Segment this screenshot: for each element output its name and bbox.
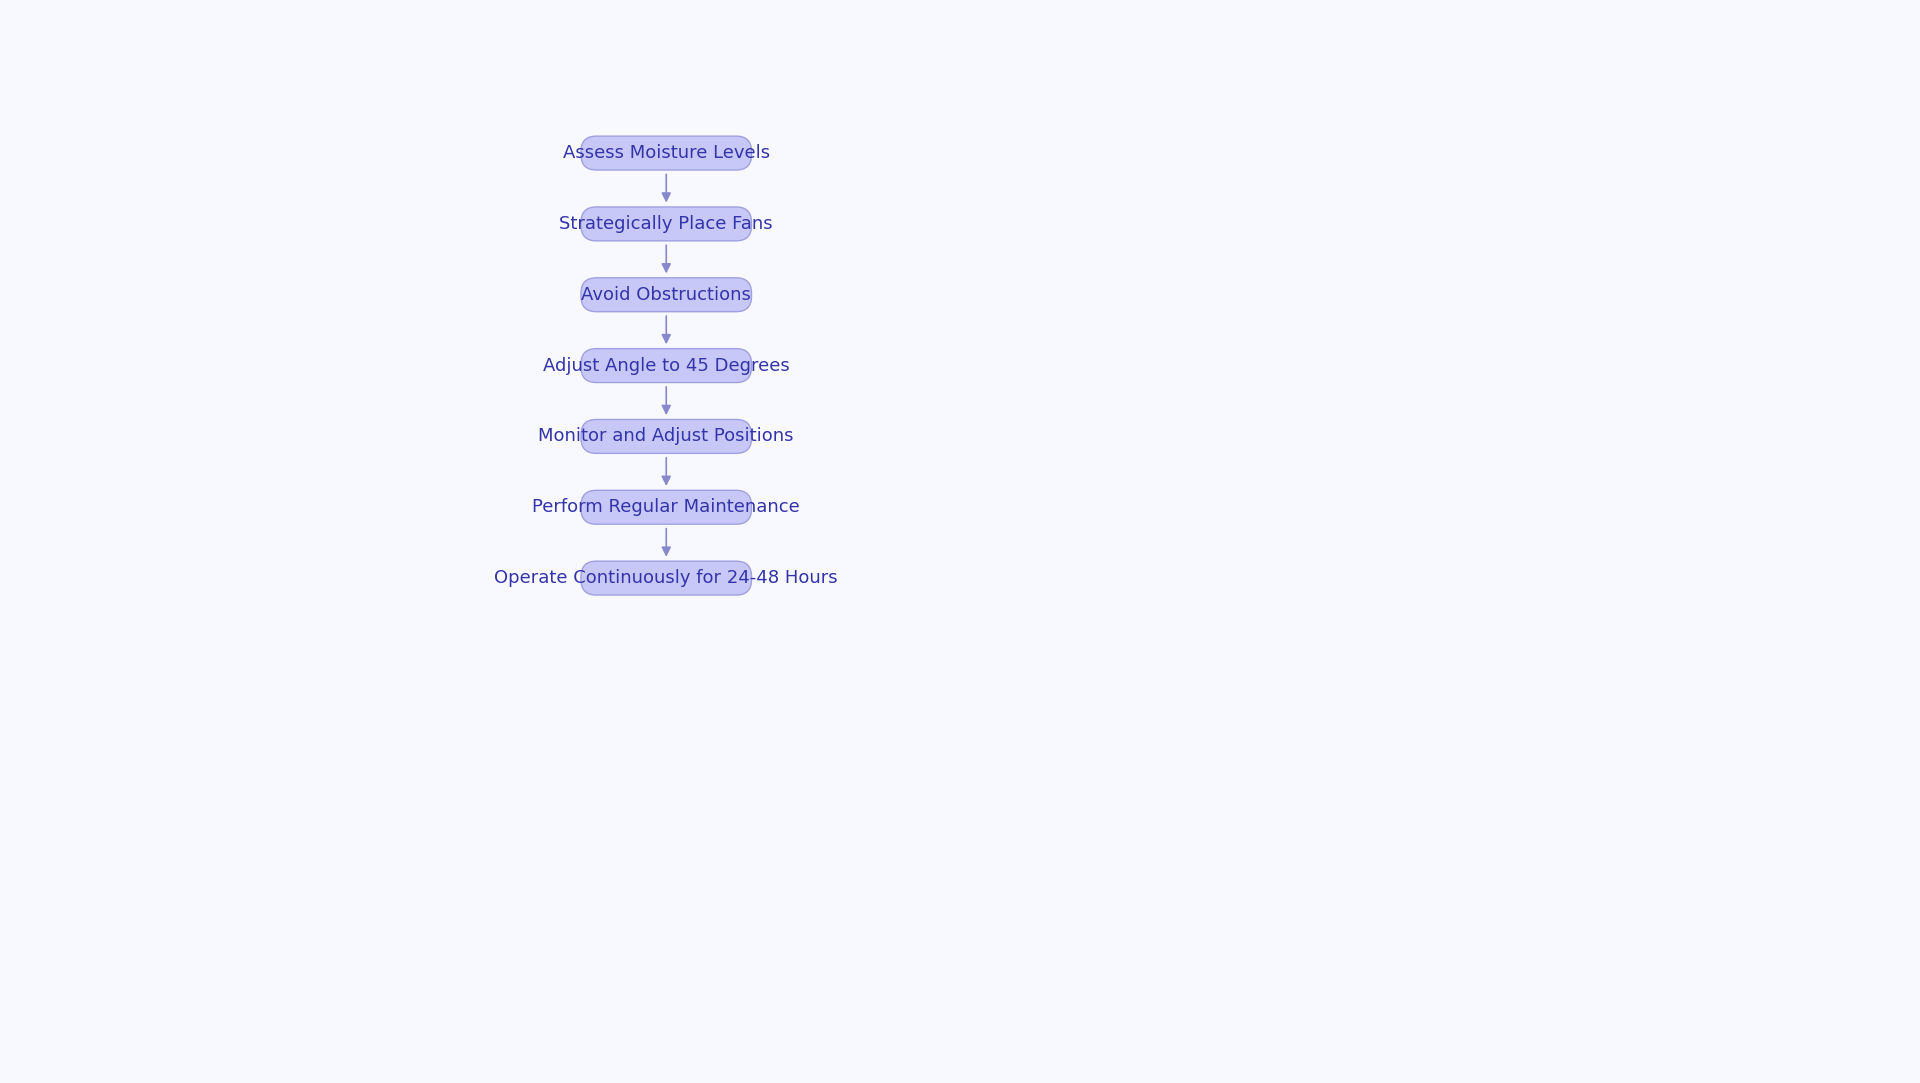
Text: Perform Regular Maintenance: Perform Regular Maintenance — [532, 498, 801, 517]
FancyBboxPatch shape — [582, 561, 751, 595]
Text: Monitor and Adjust Positions: Monitor and Adjust Positions — [538, 428, 795, 445]
Text: Strategically Place Fans: Strategically Place Fans — [559, 214, 774, 233]
FancyBboxPatch shape — [582, 136, 751, 170]
Text: Adjust Angle to 45 Degrees: Adjust Angle to 45 Degrees — [543, 356, 789, 375]
FancyBboxPatch shape — [582, 491, 751, 524]
Text: Assess Moisture Levels: Assess Moisture Levels — [563, 144, 770, 162]
FancyBboxPatch shape — [582, 278, 751, 312]
FancyBboxPatch shape — [582, 207, 751, 240]
FancyBboxPatch shape — [582, 419, 751, 454]
Text: Avoid Obstructions: Avoid Obstructions — [582, 286, 751, 303]
FancyBboxPatch shape — [582, 349, 751, 382]
Text: Operate Continuously for 24-48 Hours: Operate Continuously for 24-48 Hours — [495, 569, 837, 587]
